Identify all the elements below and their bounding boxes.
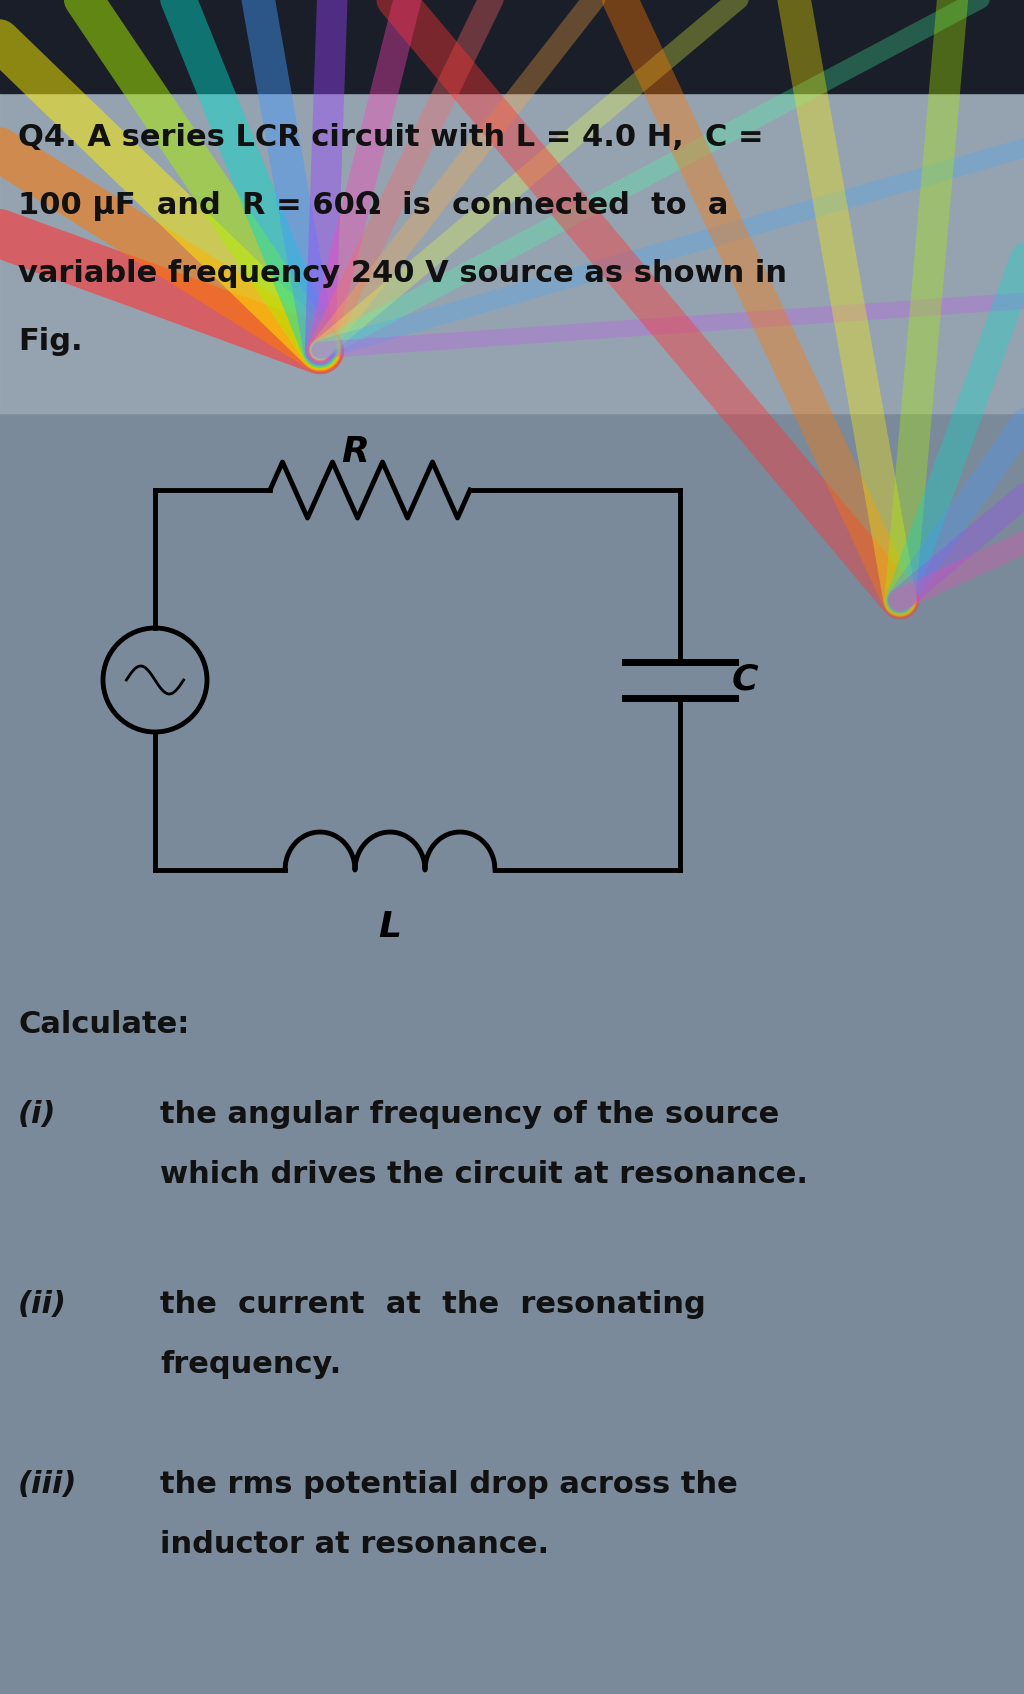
Text: the angular frequency of the source: the angular frequency of the source (160, 1099, 779, 1128)
Text: the  current  at  the  resonating: the current at the resonating (160, 1291, 706, 1320)
Text: C: C (732, 662, 758, 696)
Text: Calculate:: Calculate: (18, 1010, 189, 1038)
Text: frequency.: frequency. (160, 1350, 341, 1379)
Text: which drives the circuit at resonance.: which drives the circuit at resonance. (160, 1160, 808, 1189)
Text: (i): (i) (18, 1099, 56, 1128)
Text: (ii): (ii) (18, 1291, 67, 1320)
Text: R: R (341, 435, 369, 469)
Bar (0, 93, 1024, 413)
Text: Q4. A series LCR circuit with L = 4.0 H,  C =: Q4. A series LCR circuit with L = 4.0 H,… (18, 124, 764, 152)
Text: L: L (379, 910, 401, 944)
Bar (0, 0, 1024, 93)
Text: inductor at resonance.: inductor at resonance. (160, 1530, 549, 1558)
Text: variable frequency 240 V source as shown in: variable frequency 240 V source as shown… (18, 259, 787, 288)
Text: 100 μF  and  R = 60Ω  is  connected  to  a: 100 μF and R = 60Ω is connected to a (18, 191, 728, 220)
Text: Fig.: Fig. (18, 327, 83, 356)
Text: the rms potential drop across the: the rms potential drop across the (160, 1470, 737, 1499)
Text: (iii): (iii) (18, 1470, 78, 1499)
